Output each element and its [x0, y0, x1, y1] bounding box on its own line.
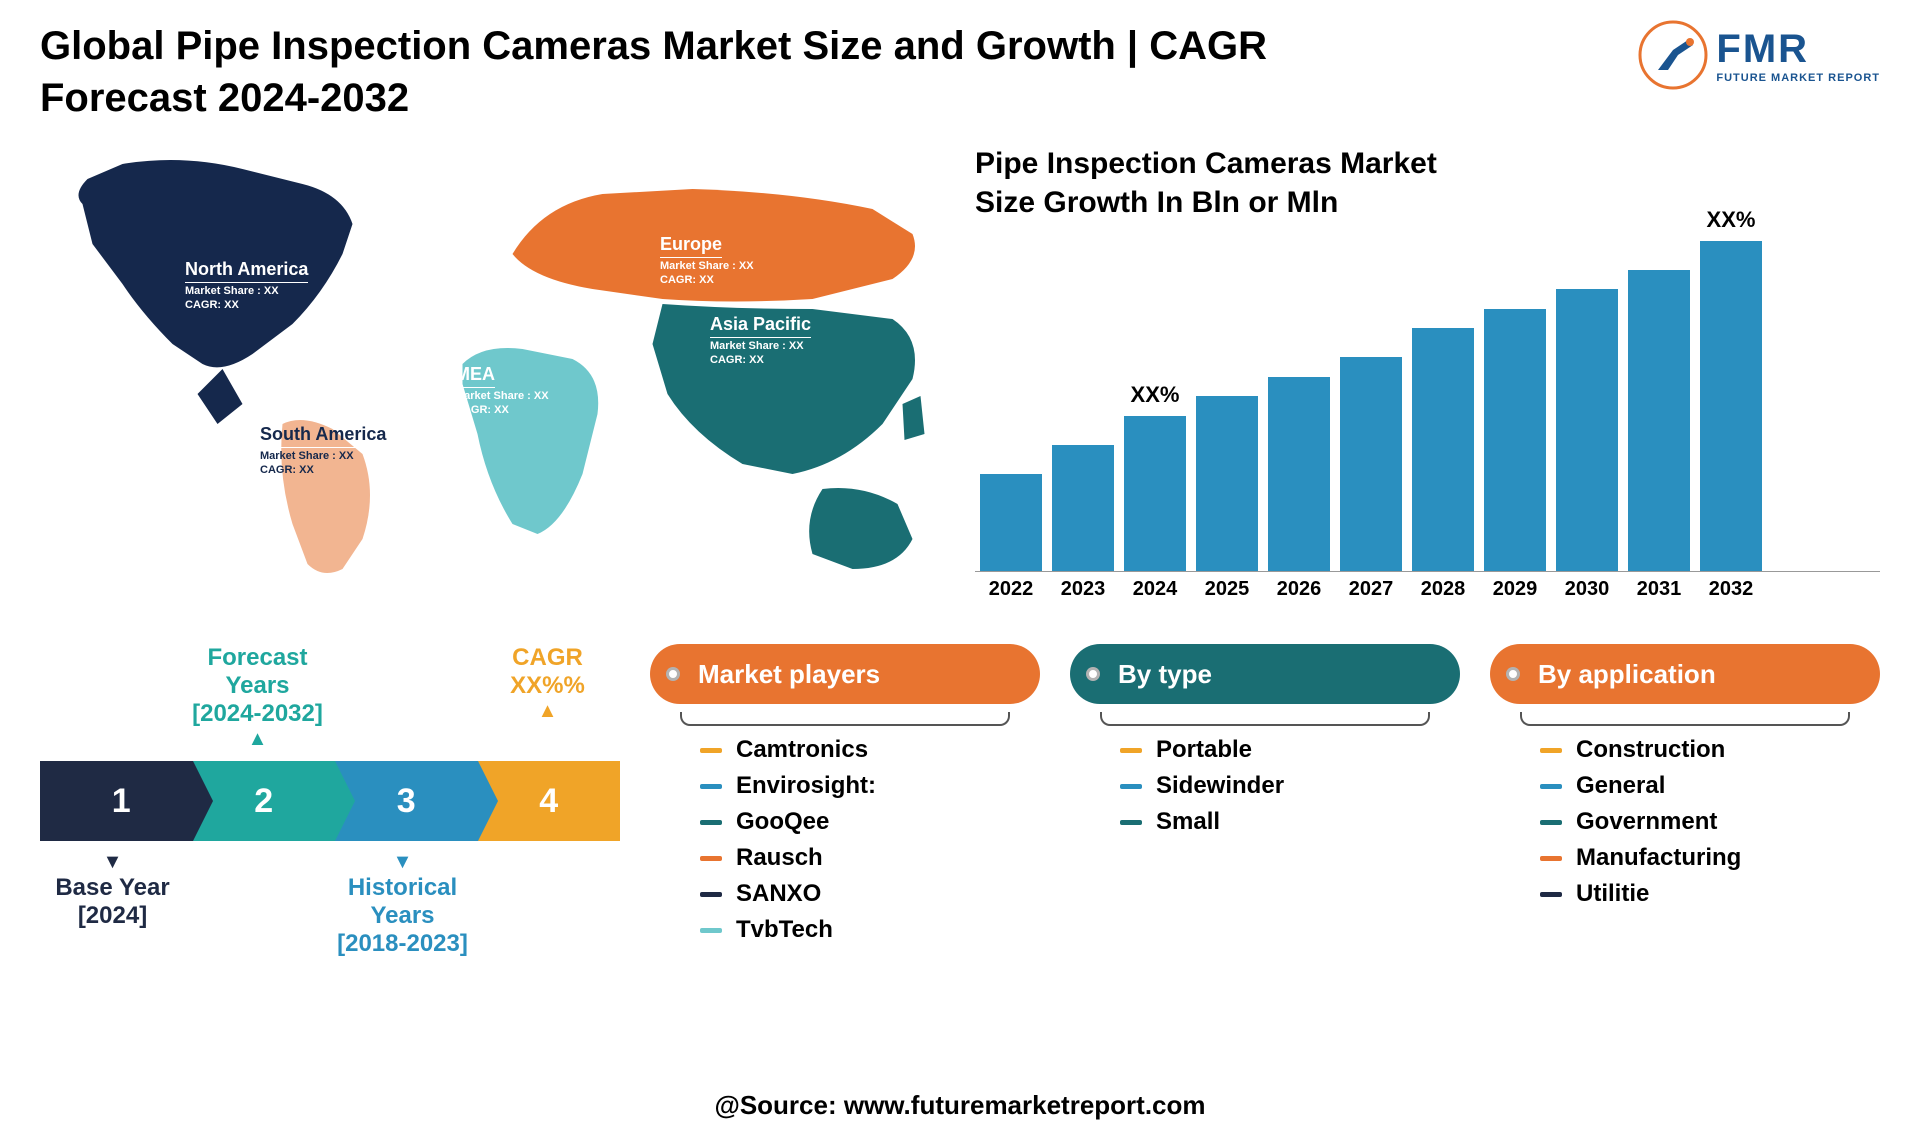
timeline-label: CAGRXX%%▲	[475, 644, 620, 751]
category-item: General	[1540, 772, 1880, 800]
bar-2029: 2029	[1484, 309, 1546, 571]
category-item: Construction	[1540, 736, 1880, 764]
region-label-ap: Asia PacificMarket Share : XXCAGR: XX	[710, 314, 811, 366]
timeline-step-2: 2	[193, 761, 336, 841]
timeline-step-4: 4	[478, 761, 621, 841]
category-item: Sidewinder	[1120, 772, 1460, 800]
region-label-eu: EuropeMarket Share : XXCAGR: XX	[660, 234, 754, 286]
timeline-step-1: 1	[40, 761, 193, 841]
category-item: Manufacturing	[1540, 844, 1880, 872]
category-item: GooQee	[700, 808, 1040, 836]
bar-2025: 2025	[1196, 396, 1258, 571]
category-header: By application	[1490, 644, 1880, 704]
category-item: Government	[1540, 808, 1880, 836]
category-item: Small	[1120, 808, 1460, 836]
bar-2024: XX%2024	[1124, 416, 1186, 571]
bar-chart: Pipe Inspection Cameras Market Size Grow…	[975, 144, 1880, 584]
bar-2027: 2027	[1340, 357, 1402, 571]
timeline-label: ▼Base Year[2024]	[40, 851, 185, 958]
page-title: Global Pipe Inspection Cameras Market Si…	[40, 20, 1340, 124]
category-item: TvbTech	[700, 916, 1040, 944]
category-item: Portable	[1120, 736, 1460, 764]
timeline-label: Forecast Years[2024-2032]▲	[185, 644, 330, 751]
bar-2026: 2026	[1268, 377, 1330, 571]
timeline-label: ▼Historical Years[2018-2023]	[330, 851, 475, 958]
timeline: Forecast Years[2024-2032]▲ CAGRXX%%▲ 1234…	[40, 644, 620, 958]
bar-2023: 2023	[1052, 445, 1114, 571]
timeline-step-3: 3	[335, 761, 478, 841]
source-text: @Source: www.futuremarketreport.com	[714, 1090, 1205, 1121]
header: Global Pipe Inspection Cameras Market Si…	[40, 20, 1880, 124]
bar-2032: XX%2032	[1700, 241, 1762, 571]
bar-2028: 2028	[1412, 328, 1474, 571]
category-market-players: Market players Camtronics Envirosight: GooQ…	[650, 644, 1040, 944]
bar-2022: 2022	[980, 474, 1042, 571]
category-by-type: By type Portable Sidewinder Small	[1070, 644, 1460, 944]
bar-2031: 2031	[1628, 270, 1690, 571]
region-label-sa: South AmericaMarket Share : XXCAGR: XX	[260, 424, 386, 476]
chart-title: Pipe Inspection Cameras Market Size Grow…	[975, 144, 1475, 222]
category-item: Rausch	[700, 844, 1040, 872]
logo-text: FMR	[1716, 27, 1880, 72]
category-item: Camtronics	[700, 736, 1040, 764]
logo-subtitle: FUTURE MARKET REPORT	[1716, 72, 1880, 84]
bar-2030: 2030	[1556, 289, 1618, 571]
category-item: Envirosight:	[700, 772, 1040, 800]
category-by-application: By application Construction General Governm…	[1490, 644, 1880, 944]
world-map: North AmericaMarket Share : XXCAGR: XX So…	[40, 144, 945, 584]
category-header: By type	[1070, 644, 1460, 704]
telescope-icon	[1638, 20, 1708, 90]
category-header: Market players	[650, 644, 1040, 704]
logo: FMR FUTURE MARKET REPORT	[1638, 20, 1880, 90]
category-item: SANXO	[700, 880, 1040, 908]
region-label-na: North AmericaMarket Share : XXCAGR: XX	[185, 259, 308, 311]
category-item: Utilitie	[1540, 880, 1880, 908]
region-label-mea: MEAMarket Share : XXCAGR: XX	[455, 364, 549, 416]
